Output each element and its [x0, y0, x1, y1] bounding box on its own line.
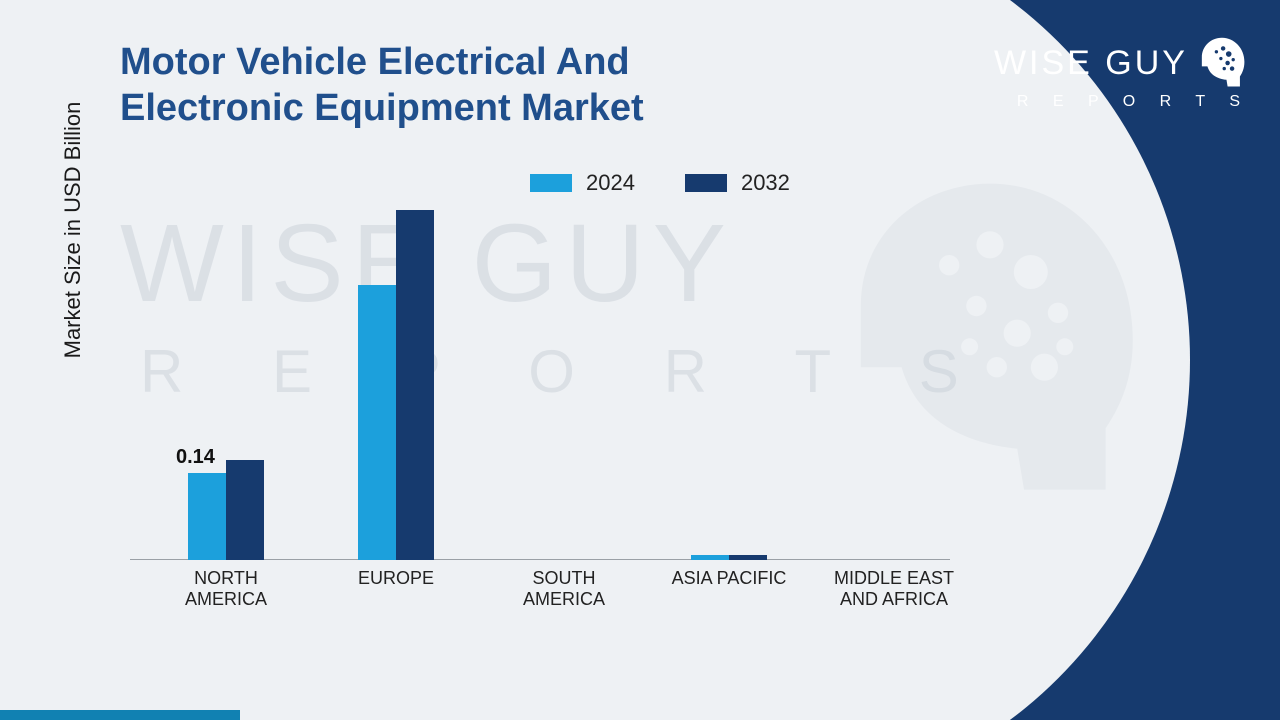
bar-group — [520, 210, 610, 560]
chart-title: Motor Vehicle Electrical And Electronic … — [120, 40, 740, 131]
bar-group: 0.14 — [182, 210, 272, 560]
bar-2032 — [396, 210, 434, 560]
x-axis-label: NORTH AMERICA — [156, 568, 296, 609]
x-axis-label: SOUTH AMERICA — [494, 568, 634, 609]
chart-area: Market Size in USD Billion 2024 2032 0.1… — [60, 170, 960, 670]
bar-group — [850, 210, 940, 560]
legend-swatch-2024 — [530, 174, 572, 192]
bar-2024 — [188, 473, 226, 561]
bar-2024 — [358, 285, 396, 560]
x-axis-label: ASIA PACIFIC — [659, 568, 799, 589]
legend-item-2032: 2032 — [685, 170, 790, 196]
bar-group — [352, 210, 442, 560]
brand-logo: WISE GUY R E P O R T S — [994, 35, 1250, 111]
x-axis-labels: NORTH AMERICA EUROPE SOUTH AMERICA ASIA PAC… — [130, 568, 950, 658]
bottom-accent-bar — [0, 710, 240, 720]
brand-head-icon — [1194, 35, 1250, 91]
legend: 2024 2032 — [530, 170, 790, 196]
brand-line1: WISE GUY — [994, 44, 1188, 83]
bar-2032 — [729, 555, 767, 560]
legend-swatch-2032 — [685, 174, 727, 192]
y-axis-label: Market Size in USD Billion — [60, 40, 86, 420]
plot-region: 0.14 — [130, 210, 950, 560]
bar-value-label: 0.14 — [176, 446, 215, 469]
x-axis-label: MIDDLE EAST AND AFRICA — [824, 568, 964, 609]
brand-line2: R E P O R T S — [994, 93, 1250, 111]
bar-2032 — [226, 460, 264, 560]
bar-2024 — [691, 555, 729, 560]
legend-item-2024: 2024 — [530, 170, 635, 196]
bar-group — [685, 210, 775, 560]
legend-label-2032: 2032 — [741, 170, 790, 196]
legend-label-2024: 2024 — [586, 170, 635, 196]
x-axis-label: EUROPE — [326, 568, 466, 589]
